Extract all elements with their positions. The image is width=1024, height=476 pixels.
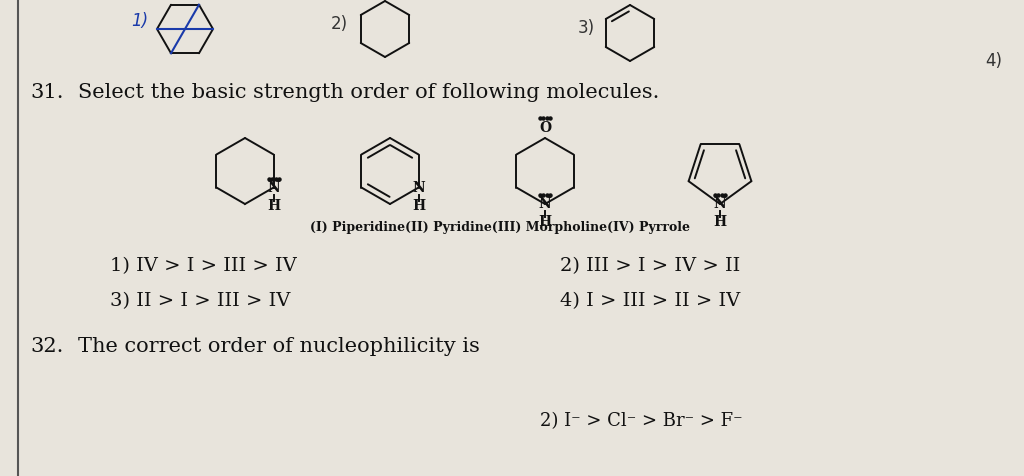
Text: N: N bbox=[714, 197, 726, 211]
Text: O: O bbox=[539, 121, 551, 135]
Text: 4): 4) bbox=[985, 52, 1002, 70]
Text: H: H bbox=[539, 215, 552, 229]
Text: 1) IV > I > III > IV: 1) IV > I > III > IV bbox=[110, 257, 297, 275]
Text: 32.: 32. bbox=[30, 337, 63, 356]
Text: 2) III > I > IV > II: 2) III > I > IV > II bbox=[560, 257, 740, 275]
Text: H: H bbox=[412, 198, 425, 212]
Text: H: H bbox=[267, 198, 281, 212]
Text: 1): 1) bbox=[131, 12, 148, 30]
Text: The correct order of nucleophilicity is: The correct order of nucleophilicity is bbox=[78, 337, 480, 356]
Text: 3) II > I > III > IV: 3) II > I > III > IV bbox=[110, 292, 291, 310]
Text: 4) I > III > II > IV: 4) I > III > II > IV bbox=[560, 292, 740, 310]
Text: (I) Piperidine(II) Pyridine(III) Morpholine(IV) Pyrrole: (I) Piperidine(II) Pyridine(III) Morphol… bbox=[310, 221, 690, 235]
Text: N: N bbox=[267, 180, 280, 195]
Text: 3): 3) bbox=[578, 19, 595, 37]
Text: H: H bbox=[714, 215, 727, 229]
Text: 31.: 31. bbox=[30, 83, 63, 102]
Text: Select the basic strength order of following molecules.: Select the basic strength order of follo… bbox=[78, 83, 659, 102]
Text: 2) I⁻ > Cl⁻ > Br⁻ > F⁻: 2) I⁻ > Cl⁻ > Br⁻ > F⁻ bbox=[540, 412, 742, 430]
Text: N: N bbox=[539, 197, 551, 211]
Text: N: N bbox=[413, 180, 425, 195]
Text: 2): 2) bbox=[331, 15, 348, 33]
